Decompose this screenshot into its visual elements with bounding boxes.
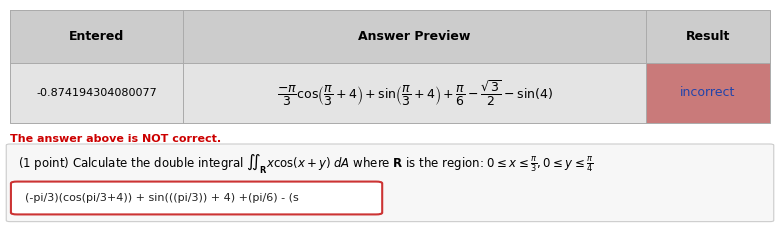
Text: Result: Result: [686, 30, 730, 43]
Text: (1 point) Calculate the double integral $\int\!\!\int_{\mathbf{R}} x\cos(x + y)\: (1 point) Calculate the double integral …: [18, 152, 594, 176]
Text: Entered: Entered: [69, 30, 124, 43]
FancyBboxPatch shape: [11, 182, 382, 214]
Text: incorrect: incorrect: [680, 86, 736, 99]
Text: (-pi/3)(cos(pi/3+4)) + sin(((pi/3)) + 4) +(pi/6) - (s: (-pi/3)(cos(pi/3+4)) + sin(((pi/3)) + 4)…: [25, 193, 299, 203]
Text: Answer Preview: Answer Preview: [358, 30, 471, 43]
Bar: [646, 63, 770, 123]
Bar: [10, 63, 646, 123]
Text: $\dfrac{-\pi}{3}\cos\!\left(\dfrac{\pi}{3}+4\right)+\sin\!\left(\dfrac{\pi}{3}+4: $\dfrac{-\pi}{3}\cos\!\left(\dfrac{\pi}{…: [277, 78, 552, 108]
Text: -0.874194304080077: -0.874194304080077: [37, 88, 157, 98]
Bar: [10, 10, 770, 63]
Text: The answer above is NOT correct.: The answer above is NOT correct.: [10, 134, 222, 144]
FancyBboxPatch shape: [6, 144, 774, 222]
